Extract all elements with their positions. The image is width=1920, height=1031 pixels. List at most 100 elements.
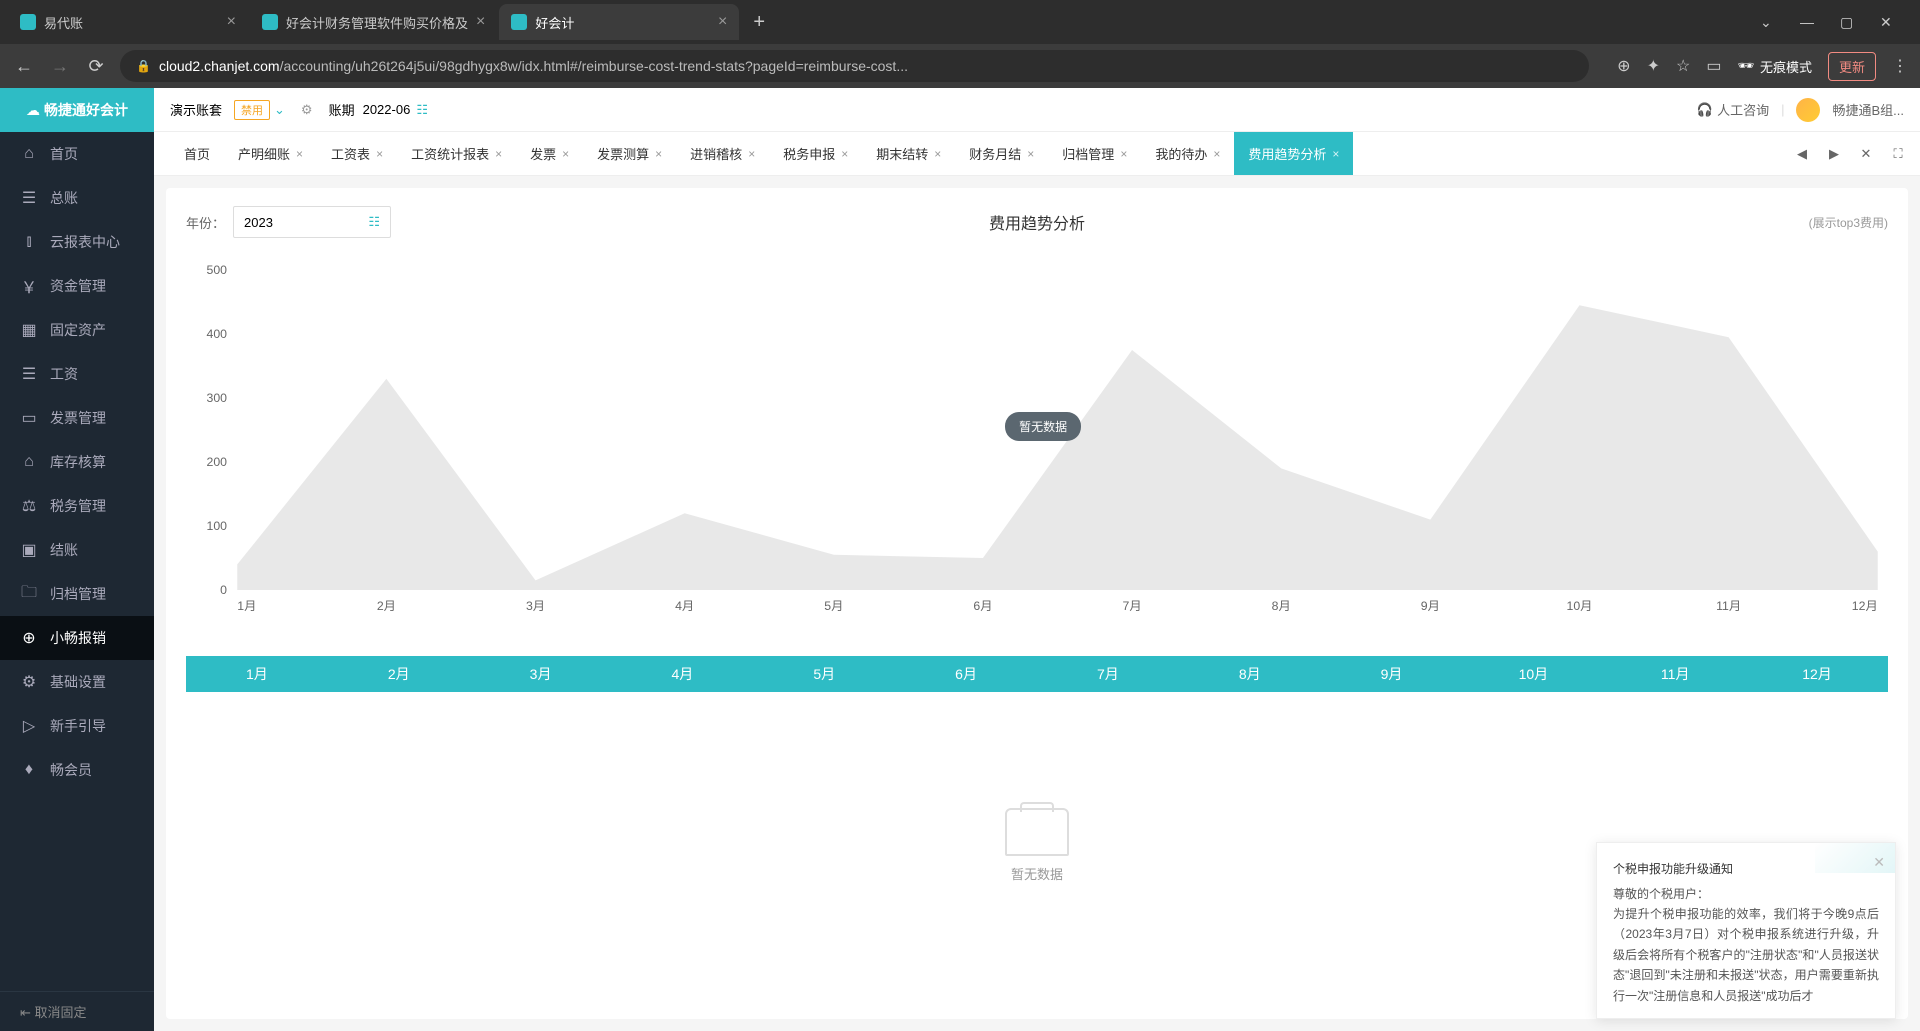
sidebar-item[interactable]: 🗀 归档管理 [0, 572, 154, 616]
month-cell[interactable]: 8月 [1179, 656, 1321, 692]
page-tab-close-icon[interactable]: × [934, 147, 941, 161]
tab-favicon [262, 14, 278, 30]
settings-icon[interactable]: ⚙ [301, 102, 313, 118]
sidebar-item[interactable]: ▣ 结账 [0, 528, 154, 572]
y-tick-label: 500 [206, 263, 227, 277]
nav-forward[interactable]: → [48, 56, 72, 77]
page-tab-close-icon[interactable]: × [495, 147, 502, 161]
logo-text: 畅捷通好会计 [44, 100, 128, 120]
sidebar-unpin[interactable]: ⇤ 取消固定 [0, 991, 154, 1031]
browser-tab[interactable]: 好会计财务管理软件购买价格及 × [250, 4, 497, 40]
page-tab[interactable]: 财务月结× [955, 132, 1048, 175]
month-cell[interactable]: 7月 [1037, 656, 1179, 692]
month-cell[interactable]: 10月 [1462, 656, 1604, 692]
sidebar-item[interactable]: ⊕ 小畅报销 [0, 616, 154, 660]
sidebar-item[interactable]: ▷ 新手引导 [0, 704, 154, 748]
url-bar: ← → ⟳ 🔒 cloud2.chanjet.com /accounting/u… [0, 44, 1920, 88]
x-tick-label: 12月 [1852, 599, 1878, 613]
month-cell[interactable]: 3月 [470, 656, 612, 692]
bookmark-icon[interactable]: ☆ [1676, 56, 1690, 76]
sidebar-item[interactable]: ☰ 总账 [0, 176, 154, 220]
tabs-close-all[interactable]: ✕ [1852, 140, 1880, 168]
browser-tab[interactable]: 易代账 × [8, 4, 248, 40]
page-tab-close-icon[interactable]: × [296, 147, 303, 161]
month-cell[interactable]: 6月 [895, 656, 1037, 692]
page-tab[interactable]: 首页 [170, 132, 224, 175]
sidebar-item[interactable]: ♦ 畅会员 [0, 748, 154, 792]
page-tab[interactable]: 我的待办× [1141, 132, 1234, 175]
page-tab[interactable]: 费用趋势分析× [1234, 132, 1353, 175]
update-button[interactable]: 更新 [1828, 52, 1876, 81]
sidebar-item[interactable]: ⚙ 基础设置 [0, 660, 154, 704]
sidebar-item[interactable]: ▦ 固定资产 [0, 308, 154, 352]
page-tab-close-icon[interactable]: × [376, 147, 383, 161]
page-tab[interactable]: 进销稽核× [676, 132, 769, 175]
sidebar-item[interactable]: ☰ 工资 [0, 352, 154, 396]
page-tab-close-icon[interactable]: × [562, 147, 569, 161]
month-cell[interactable]: 9月 [1321, 656, 1463, 692]
top3-hint: (展示top3费用) [1809, 214, 1888, 231]
page-tab-close-icon[interactable]: × [841, 147, 848, 161]
tab-close-icon[interactable]: × [227, 13, 236, 31]
month-cell[interactable]: 11月 [1604, 656, 1746, 692]
page-tab-close-icon[interactable]: × [1120, 147, 1127, 161]
nav-reload[interactable]: ⟳ [84, 56, 108, 77]
window-close[interactable]: ✕ [1880, 14, 1896, 30]
month-cell[interactable]: 2月 [328, 656, 470, 692]
sidebar-item[interactable]: ▭ 发票管理 [0, 396, 154, 440]
tabs-scroll-left[interactable]: ◀ [1788, 140, 1816, 168]
window-dropdown[interactable]: ⌄ [1760, 14, 1776, 30]
page-tab-close-icon[interactable]: × [748, 147, 755, 161]
tab-close-icon[interactable]: × [718, 13, 727, 31]
page-tab[interactable]: 工资统计报表× [397, 132, 516, 175]
year-label: 年份： [186, 213, 225, 232]
month-cell[interactable]: 1月 [186, 656, 328, 692]
username[interactable]: 畅捷通B组... [1832, 100, 1904, 119]
page-tab[interactable]: 期末结转× [862, 132, 955, 175]
calendar-icon[interactable]: ☷ [416, 102, 428, 118]
nav-back[interactable]: ← [12, 56, 36, 77]
sidebar-item[interactable]: ⫾ 云报表中心 [0, 220, 154, 264]
reading-list-icon[interactable]: ▭ [1706, 56, 1721, 76]
month-cell[interactable]: 12月 [1746, 656, 1888, 692]
sidebar-item[interactable]: ⌂ 首页 [0, 132, 154, 176]
period-value[interactable]: 2022-06 [363, 102, 411, 117]
avatar[interactable] [1796, 98, 1820, 122]
page-tab[interactable]: 发票测算 × [583, 132, 676, 175]
sidebar-item[interactable]: ⌂ 库存核算 [0, 440, 154, 484]
page-tab-label: 产明细账 [238, 144, 290, 163]
extension-icon[interactable]: ✦ [1647, 56, 1660, 76]
window-minimize[interactable]: ― [1800, 14, 1816, 30]
page-tab-close-icon[interactable]: × [1332, 147, 1339, 161]
notification-close[interactable]: ✕ [1873, 851, 1885, 875]
logo[interactable]: ☁ 畅捷通好会计 [0, 88, 154, 132]
fullscreen-icon[interactable]: ⛶ [1884, 140, 1912, 168]
page-tab[interactable]: 发票× [516, 132, 583, 175]
x-tick-label: 10月 [1566, 599, 1592, 613]
year-select[interactable]: 2023 ☷ [233, 206, 391, 238]
page-tab[interactable]: 税务申报× [769, 132, 862, 175]
page-tab-label: 发票测算 [597, 144, 649, 163]
month-cell[interactable]: 4月 [611, 656, 753, 692]
url-input[interactable]: 🔒 cloud2.chanjet.com /accounting/uh26t26… [120, 50, 1589, 82]
page-tab-close-icon[interactable]: × [1027, 147, 1034, 161]
zoom-icon[interactable]: ⊕ [1617, 56, 1630, 76]
page-tab[interactable]: 工资表× [317, 132, 397, 175]
page-tab-close-icon[interactable]: × [655, 147, 662, 161]
account-dropdown-icon[interactable]: ⌄ [274, 102, 285, 118]
page-tab-close-icon[interactable]: × [1213, 147, 1220, 161]
browser-tab[interactable]: 好会计 × [499, 4, 739, 40]
browser-menu-icon[interactable]: ⋮ [1892, 56, 1908, 76]
tabs-scroll-right[interactable]: ▶ [1820, 140, 1848, 168]
page-tab[interactable]: 归档管理× [1048, 132, 1141, 175]
sidebar-item[interactable]: ⚖ 税务管理 [0, 484, 154, 528]
window-maximize[interactable]: ▢ [1840, 14, 1856, 30]
page-tab[interactable]: 产明细账 × [224, 132, 317, 175]
tab-close-icon[interactable]: × [476, 13, 485, 31]
sidebar-item[interactable]: ￥ 资金管理 [0, 264, 154, 308]
headset-icon: 🎧 [1697, 102, 1713, 118]
support-link[interactable]: 🎧 人工咨询 [1697, 100, 1769, 119]
month-cell[interactable]: 5月 [753, 656, 895, 692]
new-tab-button[interactable]: + [741, 11, 777, 34]
account-name[interactable]: 演示账套 [170, 100, 222, 119]
